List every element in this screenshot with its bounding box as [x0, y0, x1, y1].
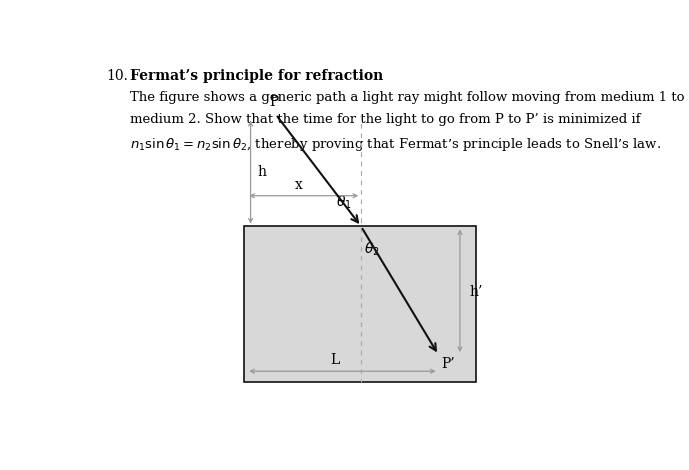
Text: x: x: [295, 178, 302, 192]
Text: The figure shows a generic path a light ray might follow moving from medium 1 to: The figure shows a generic path a light …: [130, 91, 684, 104]
Text: Fermat’s principle for refraction: Fermat’s principle for refraction: [130, 69, 383, 83]
Text: h’: h’: [469, 285, 483, 298]
Text: $\theta_1$: $\theta_1$: [336, 194, 352, 212]
Text: medium 2. Show that the time for the light to go from P to P’ is minimized if: medium 2. Show that the time for the lig…: [130, 113, 640, 126]
Bar: [244, 227, 476, 382]
Text: P: P: [269, 95, 279, 109]
Text: L: L: [330, 352, 339, 367]
Text: P’: P’: [441, 357, 455, 371]
Text: $\theta_2$: $\theta_2$: [364, 241, 380, 258]
Text: $n_1 \sin\theta_1 = n_2 \sin\theta_2$, thereby proving that Fermat’s principle l: $n_1 \sin\theta_1 = n_2 \sin\theta_2$, t…: [130, 136, 661, 153]
Text: 10.: 10.: [106, 69, 128, 83]
Text: h: h: [258, 165, 267, 179]
